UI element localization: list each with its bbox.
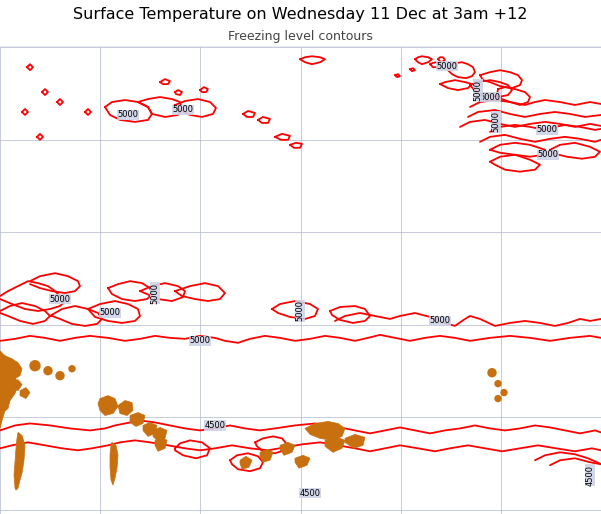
Polygon shape xyxy=(130,413,145,427)
Polygon shape xyxy=(280,443,295,455)
Text: 5000: 5000 xyxy=(118,111,138,119)
Circle shape xyxy=(44,366,52,375)
Text: 5000: 5000 xyxy=(296,301,305,321)
Text: 4500: 4500 xyxy=(204,421,225,430)
Polygon shape xyxy=(240,456,252,469)
Polygon shape xyxy=(0,391,10,413)
Circle shape xyxy=(30,361,40,371)
Polygon shape xyxy=(20,388,30,398)
Polygon shape xyxy=(155,437,167,451)
Text: 5000: 5000 xyxy=(480,93,501,102)
Text: 5000: 5000 xyxy=(100,308,120,318)
Circle shape xyxy=(56,372,64,380)
Polygon shape xyxy=(325,436,345,452)
Text: 5000: 5000 xyxy=(492,112,501,133)
Text: 4500: 4500 xyxy=(299,489,320,498)
Polygon shape xyxy=(0,351,18,429)
Text: Surface Temperature on Wednesday 11 Dec at 3am +12: Surface Temperature on Wednesday 11 Dec … xyxy=(73,7,528,22)
Polygon shape xyxy=(305,421,345,440)
Polygon shape xyxy=(295,455,310,468)
Text: 5000: 5000 xyxy=(430,317,451,325)
Text: 5000: 5000 xyxy=(150,283,159,304)
Polygon shape xyxy=(8,368,18,379)
Polygon shape xyxy=(110,443,118,485)
Polygon shape xyxy=(12,380,22,391)
Circle shape xyxy=(501,390,507,396)
Text: 5000: 5000 xyxy=(172,105,194,115)
Polygon shape xyxy=(260,449,273,462)
Text: Freezing level contours: Freezing level contours xyxy=(228,30,373,43)
Circle shape xyxy=(69,366,75,372)
Polygon shape xyxy=(143,423,157,436)
Circle shape xyxy=(495,381,501,387)
Polygon shape xyxy=(14,432,25,490)
Polygon shape xyxy=(5,356,22,379)
Polygon shape xyxy=(118,400,133,415)
Text: 5000: 5000 xyxy=(474,80,483,101)
Text: 5000: 5000 xyxy=(189,336,210,345)
Polygon shape xyxy=(153,428,167,442)
Text: 5000: 5000 xyxy=(49,295,70,304)
Circle shape xyxy=(488,369,496,377)
Text: 5000: 5000 xyxy=(436,62,457,71)
Text: 5000: 5000 xyxy=(537,125,558,134)
Text: 5000: 5000 xyxy=(537,150,558,159)
Polygon shape xyxy=(98,396,118,415)
Circle shape xyxy=(495,396,501,401)
Polygon shape xyxy=(345,434,365,448)
Text: 4500: 4500 xyxy=(585,465,594,486)
